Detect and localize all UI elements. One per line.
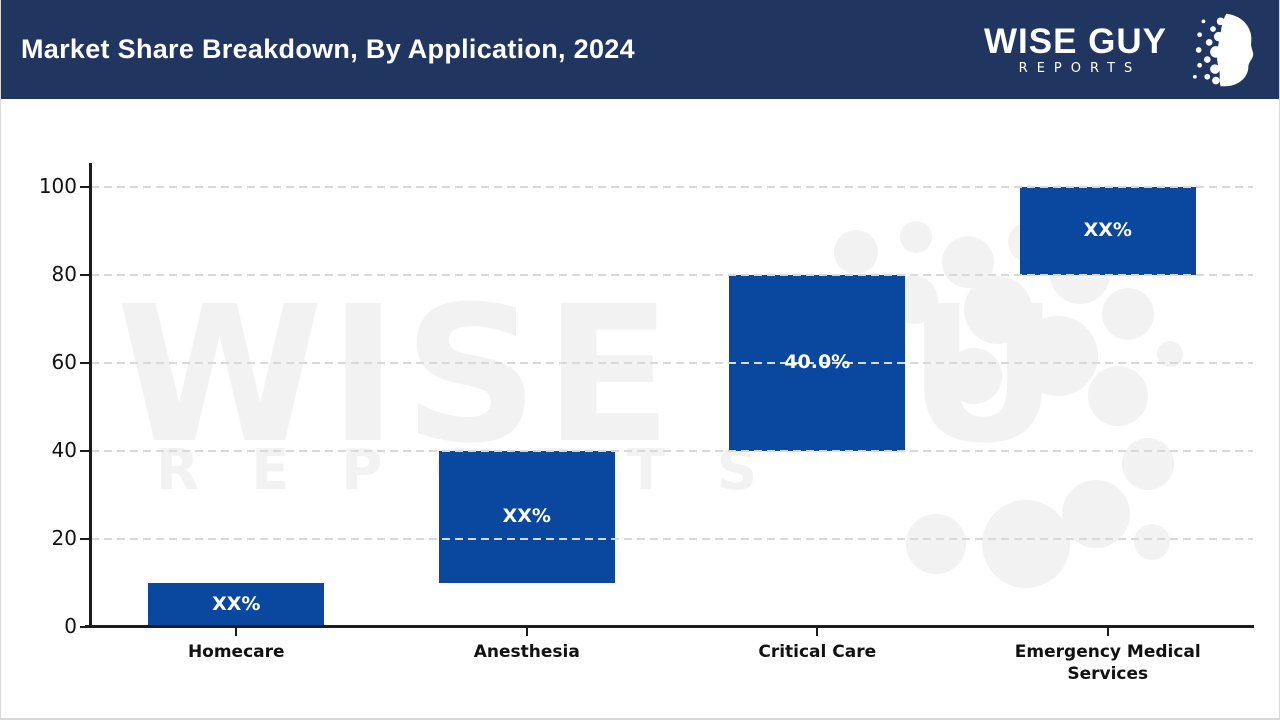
y-tick-label: 20 bbox=[51, 526, 77, 550]
y-tick-label: 60 bbox=[51, 350, 77, 374]
y-tick-label: 40 bbox=[51, 438, 77, 462]
y-tick-label: 80 bbox=[51, 262, 77, 286]
y-tick-label: 100 bbox=[38, 174, 77, 198]
gridline bbox=[91, 538, 1253, 540]
gridline bbox=[91, 274, 1253, 276]
bar-value-label: XX% bbox=[212, 593, 261, 615]
brand-logo-text: WISE GUY REPORTS bbox=[984, 24, 1167, 75]
bar-value-label: XX% bbox=[1083, 219, 1132, 241]
x-axis-tick bbox=[816, 628, 819, 636]
x-axis-tick bbox=[525, 628, 528, 636]
x-category-label: Critical Care bbox=[758, 642, 877, 662]
y-axis-line bbox=[89, 163, 92, 628]
brand-logo: WISE GUY REPORTS bbox=[984, 9, 1255, 91]
bar-value-label: 40.0% bbox=[784, 351, 851, 373]
bar-segment bbox=[1019, 187, 1196, 275]
y-axis-tick bbox=[80, 626, 89, 628]
bar-segment bbox=[438, 451, 615, 583]
x-category-label: Emergency Medical Services bbox=[1014, 642, 1201, 684]
y-axis-tick bbox=[80, 538, 89, 540]
y-tick-label: 0 bbox=[64, 614, 77, 638]
y-axis-tick bbox=[80, 450, 89, 452]
logo-face-icon bbox=[1192, 13, 1254, 86]
header: Market Share Breakdown, By Application, … bbox=[1, 0, 1279, 99]
x-category-label: Anesthesia bbox=[473, 642, 580, 662]
x-category-label: Homecare bbox=[187, 642, 285, 662]
logo-subtext: REPORTS bbox=[1018, 61, 1142, 76]
y-axis-tick bbox=[80, 274, 89, 276]
gridline bbox=[91, 362, 1253, 364]
gridline bbox=[91, 450, 1253, 452]
logo-wordmark: WISE GUY bbox=[983, 22, 1167, 61]
y-axis-tick bbox=[80, 362, 89, 364]
bar-value-label: XX% bbox=[502, 505, 551, 527]
x-axis-line bbox=[85, 625, 1254, 628]
bar-segment bbox=[148, 583, 325, 627]
x-axis-tick bbox=[1106, 628, 1109, 636]
page-title: Market Share Breakdown, By Application, … bbox=[21, 34, 635, 64]
x-axis-tick bbox=[235, 628, 238, 636]
y-axis-tick bbox=[80, 186, 89, 188]
gridline bbox=[91, 186, 1253, 188]
